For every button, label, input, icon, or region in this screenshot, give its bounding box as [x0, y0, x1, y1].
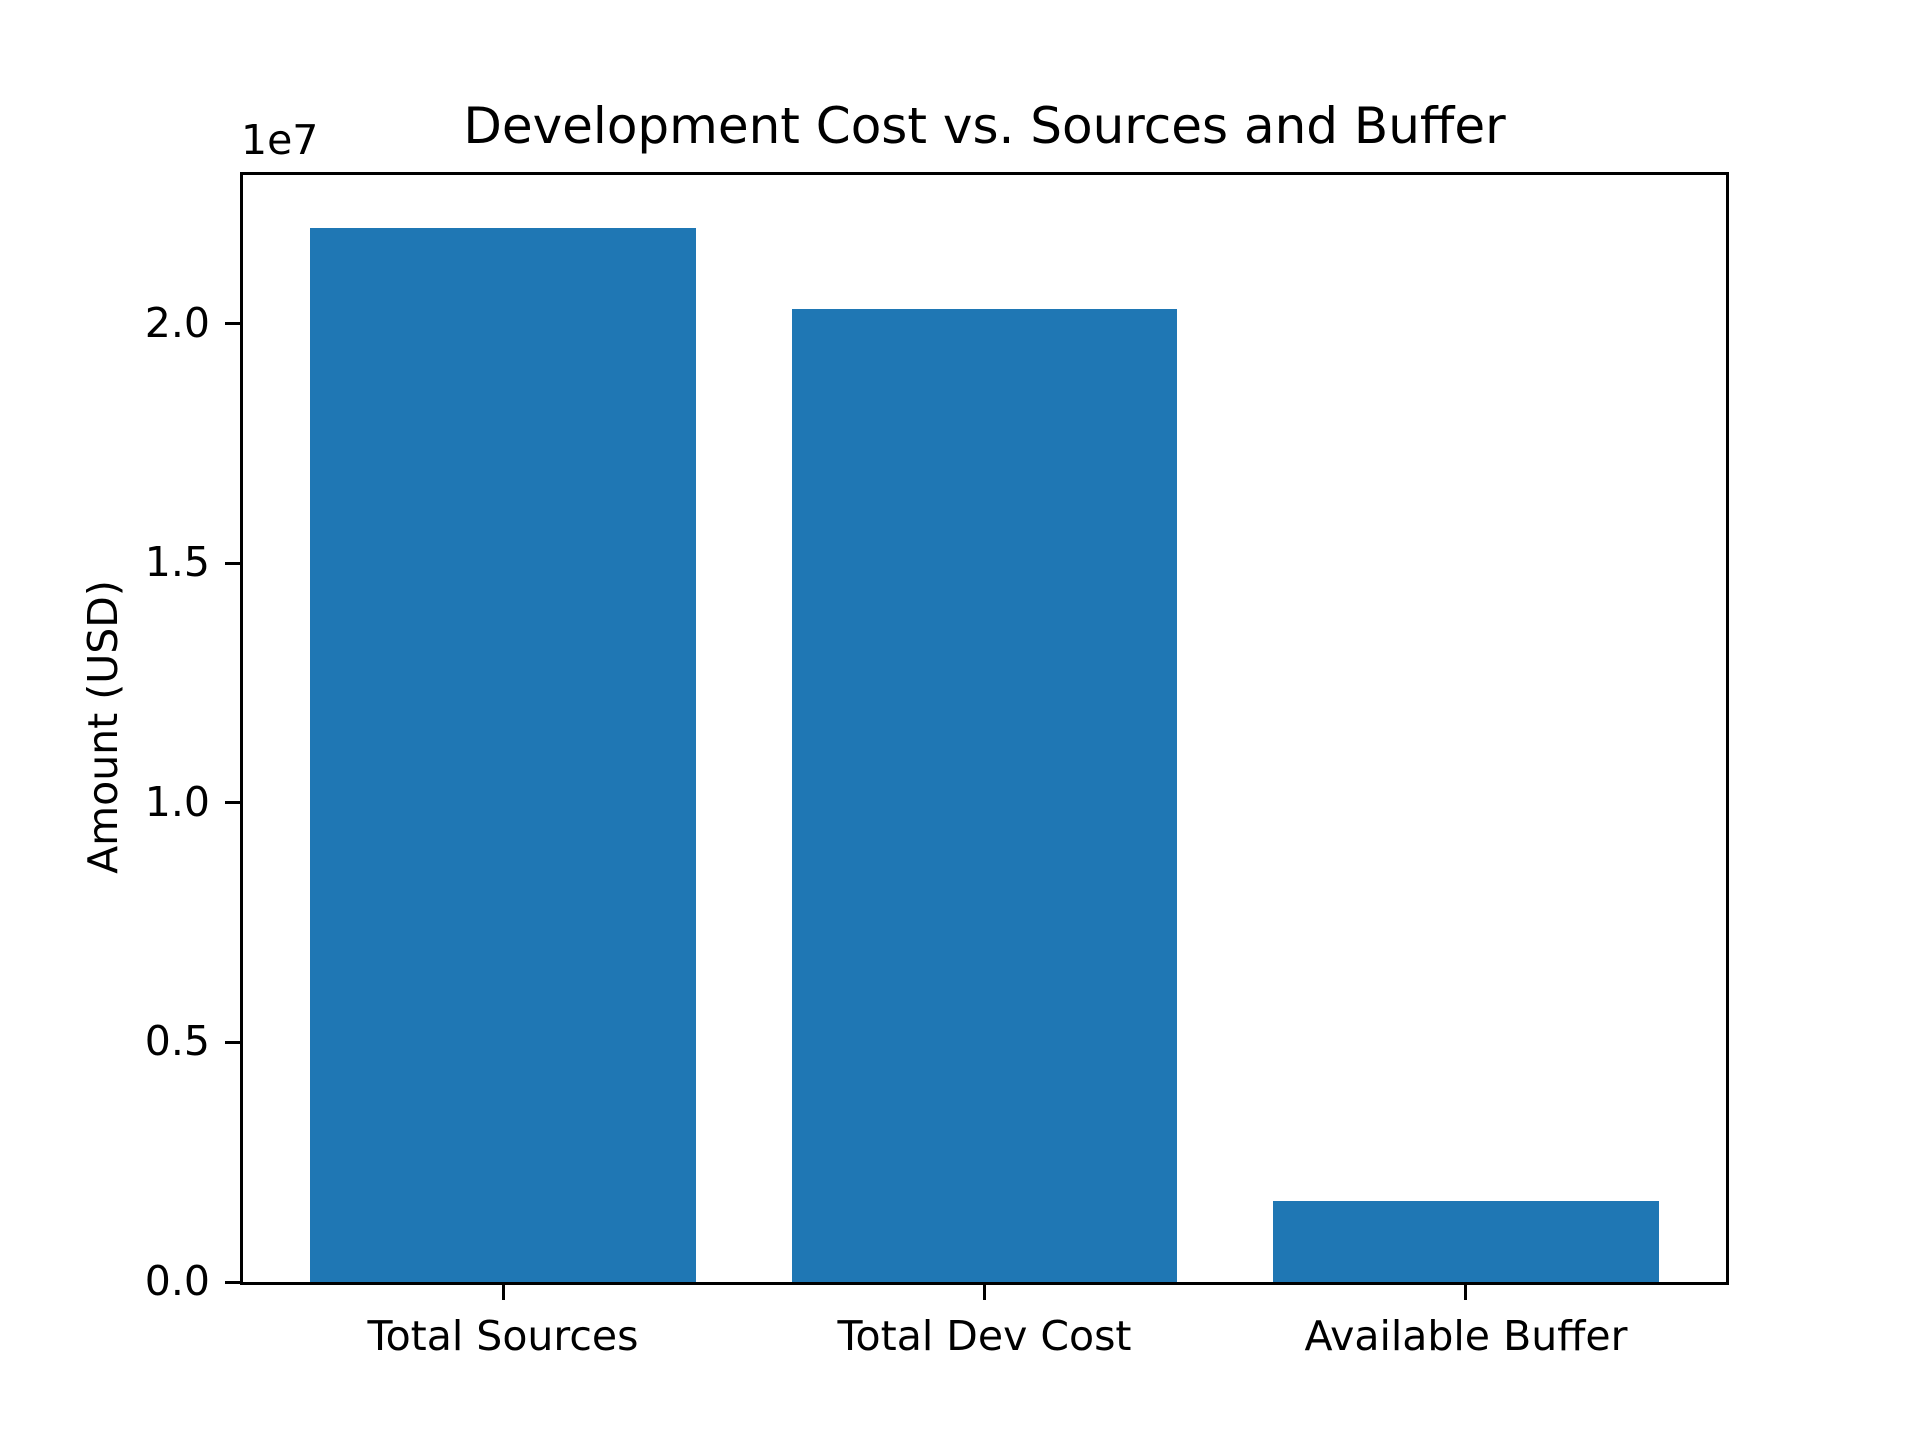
y-axis-label: Amount (USD) — [79, 580, 127, 874]
y-tick-label: 0.0 — [144, 1257, 210, 1305]
bar-available-buffer — [1273, 1200, 1659, 1282]
bar-total-dev-cost — [791, 309, 1178, 1282]
y-tick-mark — [225, 322, 240, 326]
y-tick-label: 1.0 — [144, 777, 210, 826]
x-tick-mark — [983, 1285, 986, 1300]
y-tick-label: 0.5 — [144, 1017, 210, 1066]
x-tick-label: Total Dev Cost — [837, 1312, 1132, 1360]
x-tick-mark — [1464, 1285, 1468, 1300]
x-tick-label: Total Sources — [367, 1312, 639, 1360]
x-tick-label: Available Buffer — [1304, 1312, 1628, 1360]
y-axis-offset-label: 1e7 — [241, 116, 319, 164]
y-tick-label: 2.0 — [144, 298, 210, 347]
y-tick-mark — [225, 1280, 240, 1284]
bar-total-sources — [310, 227, 696, 1282]
chart-title: Development Cost vs. Sources and Buffer — [463, 97, 1506, 155]
y-tick-mark — [225, 1040, 240, 1044]
y-tick-mark — [225, 801, 240, 805]
y-tick-label: 1.5 — [144, 538, 210, 587]
x-tick-mark — [501, 1285, 505, 1300]
y-tick-mark — [225, 561, 240, 565]
plot-area — [240, 172, 1729, 1285]
